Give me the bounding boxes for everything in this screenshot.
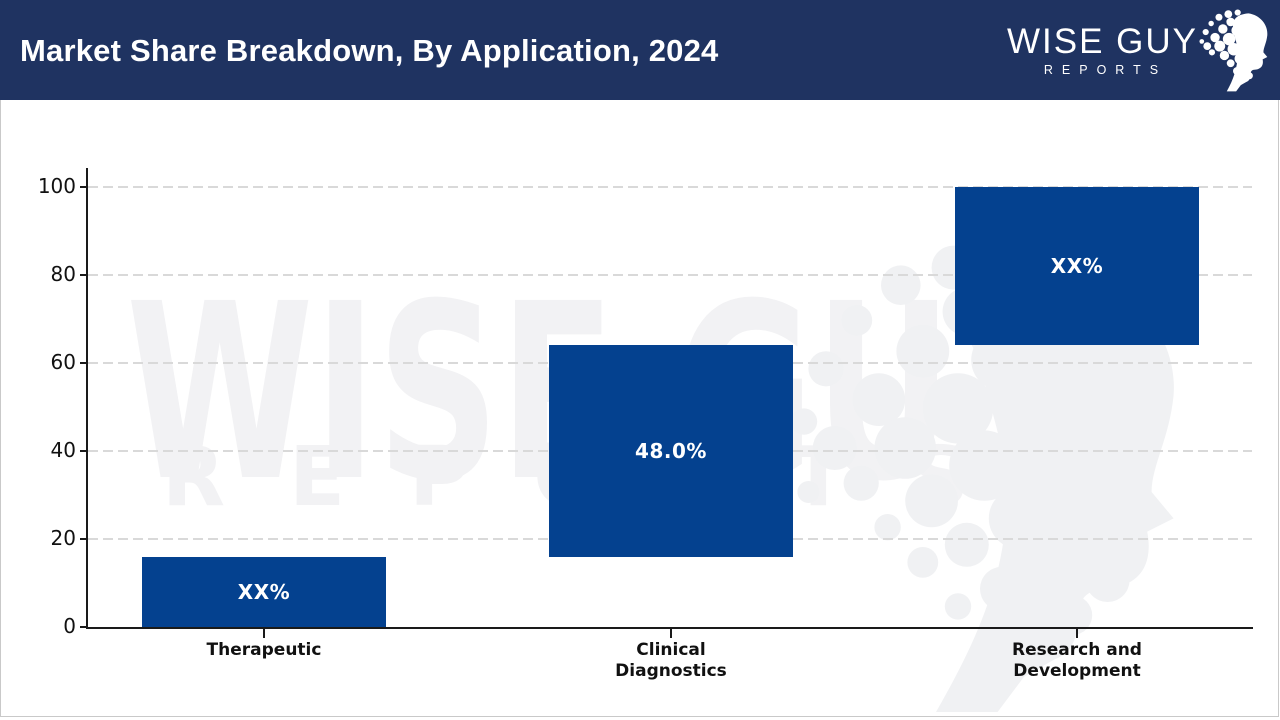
gridline (88, 274, 1252, 276)
logo-wiseguy-text: WISE GUY (1006, 22, 1198, 61)
category-label-line: Development (1013, 661, 1141, 681)
y-tick-label: 40 (50, 438, 76, 462)
x-tick-mark (1076, 629, 1078, 638)
bar-value-label: XX% (1050, 254, 1104, 279)
category-label: Clinical Diagnostics (531, 640, 811, 682)
data-bar: 48.0% (549, 345, 793, 557)
y-tick-label: 100 (37, 174, 76, 198)
category-label-line: Therapeutic (206, 640, 322, 660)
y-tick-mark (80, 274, 87, 276)
y-tick-label: 80 (50, 262, 76, 286)
x-axis-spine (86, 627, 1253, 629)
data-bar: XX% (955, 187, 1199, 346)
y-tick-label: 0 (63, 614, 76, 638)
page-title: Market Share Breakdown, By Application, … (20, 33, 719, 68)
category-label-line: Research and (1012, 640, 1142, 660)
y-tick-mark (80, 362, 87, 364)
y-tick-mark (80, 626, 87, 628)
watermark-head-icon (790, 241, 1174, 712)
bar-value-label: 48.0% (635, 438, 707, 463)
wiseguy-logo: WISE GUY REPORTS (1007, 4, 1270, 96)
gridline (88, 186, 1252, 188)
header-banner: Market Share Breakdown, By Application, … (0, 0, 1280, 100)
data-bar: XX% (142, 556, 386, 627)
category-label-line: Diagnostics (615, 661, 727, 681)
category-label: Therapeutic (124, 640, 404, 661)
logo-head-icon (1199, 9, 1268, 92)
watermark: WISE GUY REPORTS (0, 100, 1280, 720)
y-tick-mark (80, 450, 87, 452)
bar-value-label: XX% (237, 579, 291, 604)
y-tick-label: 60 (50, 350, 76, 374)
y-tick-mark (80, 538, 87, 540)
y-tick-label: 20 (50, 526, 76, 550)
y-axis-spine (86, 168, 88, 629)
x-tick-mark (263, 629, 265, 638)
category-label-line: Clinical (636, 640, 706, 660)
category-label: Research and Development (937, 640, 1217, 682)
logo-reports-text: REPORTS (1043, 63, 1168, 77)
y-tick-mark (80, 186, 87, 188)
logo-text: WISE GUY REPORTS (1006, 22, 1198, 78)
x-tick-mark (670, 629, 672, 638)
